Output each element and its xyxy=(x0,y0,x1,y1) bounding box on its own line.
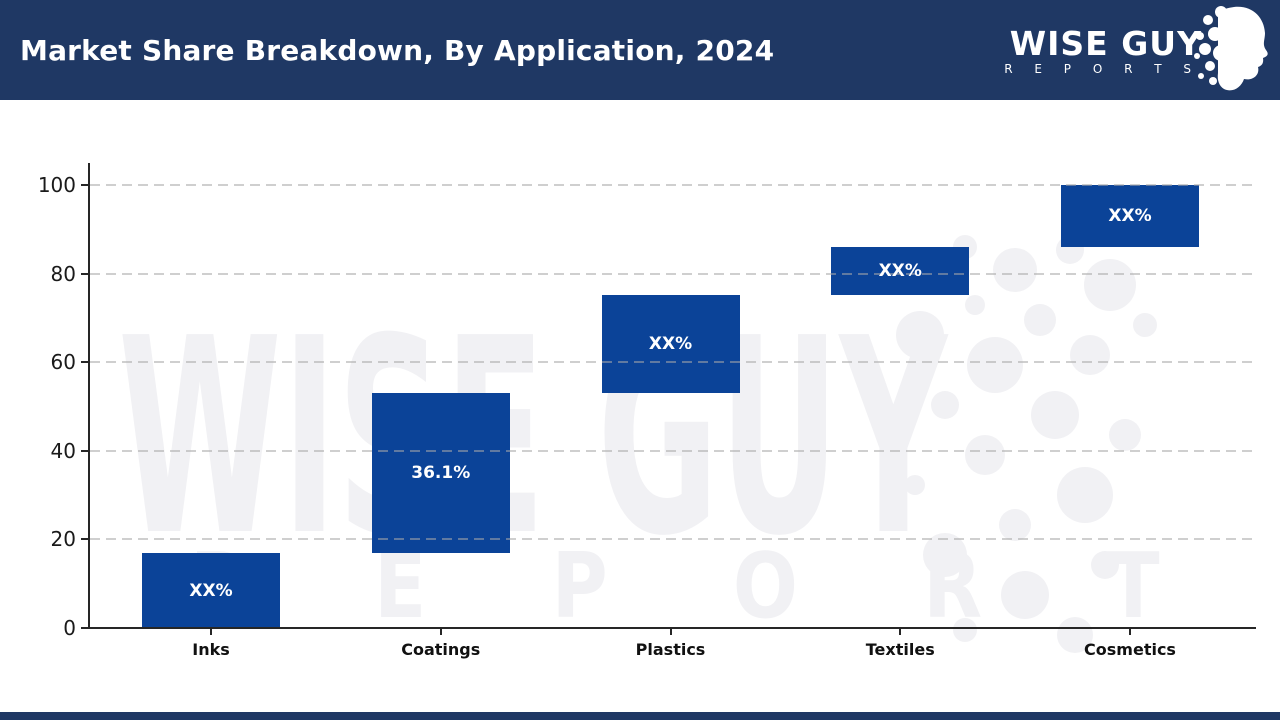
x-category-label: Textiles xyxy=(865,640,935,659)
gridline-100 xyxy=(90,184,1253,186)
y-tick-mark xyxy=(81,272,88,275)
x-category-label: Inks xyxy=(192,640,230,659)
bar-inks xyxy=(142,553,280,628)
y-tick-label: 60 xyxy=(50,350,76,375)
gridline-60 xyxy=(90,361,1253,364)
watermark-wordmark: WISE GUY xyxy=(118,280,948,595)
bar-textiles xyxy=(831,247,970,296)
gridline-80 xyxy=(90,272,1253,275)
x-tick-mark xyxy=(669,629,672,635)
bar-plastics xyxy=(601,295,740,394)
x-axis-spine xyxy=(86,627,1256,629)
bar-label-textiles: XX% xyxy=(878,261,922,282)
x-tick-mark xyxy=(899,629,902,635)
y-tick-mark xyxy=(81,449,88,452)
gridline-40 xyxy=(90,449,1253,452)
header-bar: Market Share Breakdown, By Application, … xyxy=(0,0,1280,100)
y-tick-label: 100 xyxy=(37,173,76,197)
gridline-20 xyxy=(90,538,1253,541)
logo: WISE GUY R E P O R T S xyxy=(1004,0,1270,100)
bar-coatings xyxy=(371,393,510,554)
y-tick-label: 80 xyxy=(50,261,76,286)
x-tick-mark xyxy=(210,629,212,635)
y-tick-mark xyxy=(81,627,88,629)
x-category-label: Cosmetics xyxy=(1084,640,1176,659)
chart-title: Market Share Breakdown, By Application, … xyxy=(20,34,775,67)
footer-bar xyxy=(0,712,1280,720)
y-tick-mark xyxy=(81,361,88,364)
x-category-label: Coatings xyxy=(401,640,481,659)
y-tick-mark xyxy=(81,538,88,541)
x-tick-mark xyxy=(439,629,442,635)
x-tick-mark xyxy=(1129,629,1131,635)
x-category-label: Plastics xyxy=(635,640,706,659)
y-tick-label: 0 xyxy=(63,616,76,640)
y-axis-spine xyxy=(88,163,90,629)
bar-cosmetics xyxy=(1061,185,1199,248)
bar-label-plastics: XX% xyxy=(648,334,693,355)
y-tick-label: 40 xyxy=(50,438,76,463)
logo-subtitle: R E P O R T S xyxy=(1004,62,1200,76)
logo-wordmark: WISE GUY xyxy=(1009,24,1202,63)
bar-label-inks: XX% xyxy=(189,580,233,601)
logo-head-icon xyxy=(1194,6,1268,91)
bar-label-cosmetics: XX% xyxy=(1108,206,1152,227)
y-tick-mark xyxy=(81,184,88,186)
bar-label-coatings: 36.1% xyxy=(411,463,471,484)
y-tick-label: 20 xyxy=(50,527,76,552)
